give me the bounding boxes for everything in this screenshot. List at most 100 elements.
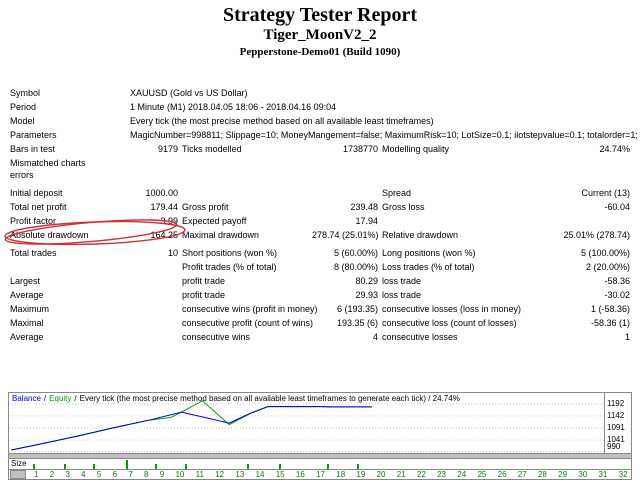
x-axis-label: 30 [578,469,588,479]
symbol-label: Symbol [10,88,41,98]
avg-consec-label: Average [10,332,44,342]
model-value: Every tick (the most precise method base… [130,116,434,126]
table-row: Maximum consecutive wins (profit in mone… [8,302,632,316]
account-info: Pepperstone-Demo01 (Build 1090) [239,46,401,58]
corner-box [10,470,26,479]
x-axis-label: 23 [437,469,447,479]
profit-factor-label: Profit factor [10,216,57,226]
legend-separator: / [43,394,47,403]
abs-drawdown-value: 164.25 [150,230,178,240]
y-axis-label: 1192 [607,398,625,408]
x-axis-label: 5 [96,469,102,479]
loss-trades-value: 2 (20.00%) [586,262,631,272]
size-bar [32,464,35,469]
x-axis-label: 6 [112,469,118,479]
long-positions-label: Long positions (won %) [382,248,476,258]
avg-consec-wins-label: consecutive wins [182,332,251,342]
expected-payoff-value: 17.94 [355,216,378,226]
short-positions-label: Short positions (won %) [182,248,278,258]
chart-x-axis: 1 2 3 4 5 6 7 8 9 10 11 12 13 14 15 16 17 18 19 20 21 22 23 24 2… [9,470,631,479]
period-label: Period [10,102,37,112]
loss-trades-label: Loss trades (% of total) [382,262,475,272]
rel-drawdown-value: 25.01% (278.74) [563,230,631,240]
legend-model-text: Every tick (the most precise method base… [79,394,460,403]
x-axis-label: 1 [34,469,39,479]
max-consec-wins-value: 6 (193.35) [336,304,378,314]
x-axis-label: 19 [356,469,366,479]
x-axis-label: 3 [65,469,70,479]
table-row: Absolute drawdown 164.25 Maximal drawdow… [8,228,632,242]
x-axis-label: 4 [81,469,86,479]
table-row: Symbol XAUUSD (Gold vs US Dollar) [8,86,632,100]
largest-label: Largest [10,276,41,286]
gross-profit-value: 239.48 [350,202,378,212]
max-consec-losses-label: consecutive losses (loss in money) [382,304,522,314]
size-bar [63,464,66,469]
table-row: Average consecutive wins 4 consecutive l… [8,330,632,344]
long-positions-value: 5 (100.00%) [581,248,631,258]
size-bar [93,464,96,469]
table-row: Total trades 10 Short positions (won %) … [8,246,632,260]
maximal-profit-label: consecutive profit (count of wins) [182,318,314,328]
table-row: Profit trades (% of total) 8 (80.00%) Lo… [8,260,632,274]
rel-drawdown-label: Relative drawdown [382,230,459,240]
x-axis-label: 26 [497,469,507,479]
size-bar [327,464,330,469]
x-axis-label: 24 [457,469,467,479]
period-value: 1 Minute (M1) 2018.04.05 18:06 - 2018.04… [130,102,337,112]
max-drawdown-value: 278.74 (25.01%) [312,230,379,240]
size-bar [247,464,249,469]
x-axis-label: 31 [598,469,608,479]
profit-trades-value: 8 (80.00%) [333,262,378,272]
table-row: Profit factor 3.99 Expected payoff 17.94 [8,214,632,228]
x-axis-label: 22 [416,469,426,479]
x-axis-label: 12 [215,469,225,479]
x-axis-label: 21 [396,469,406,479]
short-positions-value: 5 (60.00%) [333,248,378,258]
table-row: Initial deposit 1000.00 Spread Current (… [8,186,632,200]
net-profit-label: Total net profit [10,202,67,212]
mismatch-label: Mismatched charts errors [10,158,86,180]
max-consec-wins-label: consecutive wins (profit in money) [182,304,318,314]
largest-loss-value: -58.36 [604,276,631,286]
max-consec-losses-value: 1 (-58.36) [591,304,631,314]
avg-consec-wins-value: 4 [372,332,378,342]
model-label: Model [10,116,35,126]
gross-loss-value: -60.04 [604,202,631,212]
balance-chart: Balance / Equity / Every tick (the most prec… [8,392,632,480]
gross-profit-label: Gross profit [182,202,229,212]
legend-balance: Balance [12,394,41,403]
spread-value: Current (13) [581,188,631,198]
symbol-value: XAUUSD (Gold vs US Dollar) [130,88,248,98]
x-axis-label: 9 [159,469,165,479]
x-axis-label: 25 [477,469,487,479]
size-bar [155,464,158,469]
net-profit-value: 179.44 [150,202,178,212]
legend-equity: Equity [49,394,72,403]
profit-trades-label: Profit trades (% of total) [182,262,277,272]
table-row: Average profit trade 29.93 loss trade -3… [8,288,632,302]
average-profit-label: profit trade [182,290,226,300]
chart-separator-band [9,454,631,459]
deposit-value: 1000.00 [145,188,178,198]
table-row: Period 1 Minute (M1) 2018.04.05 18:06 - … [8,100,632,114]
size-panel-label: Size [11,459,27,468]
largest-profit-value: 80.29 [355,276,378,286]
x-axis-label: 16 [295,469,305,479]
chart-plot: Balance / Equity / Every tick (the most prec… [9,393,605,453]
avg-consec-losses-value: 1 [625,332,631,342]
largest-loss-label: loss trade [382,276,422,286]
expected-payoff-label: Expected payoff [182,216,247,226]
avg-consec-losses-label: consecutive losses [382,332,458,342]
x-axis-label: 17 [316,469,325,479]
x-axis-label: 20 [376,469,386,479]
bars-label: Bars in test [10,144,56,154]
deposit-label: Initial deposit [10,188,63,198]
chart-y-axis: 1192 1142 1091 1041 990 [605,393,631,453]
size-panel: Size [9,459,631,470]
average-profit-value: 29.93 [355,290,378,300]
x-axis-label: 28 [537,469,547,479]
gross-loss-label: Gross loss [382,202,425,212]
total-trades-value: 10 [167,248,178,258]
size-bar [184,464,187,469]
